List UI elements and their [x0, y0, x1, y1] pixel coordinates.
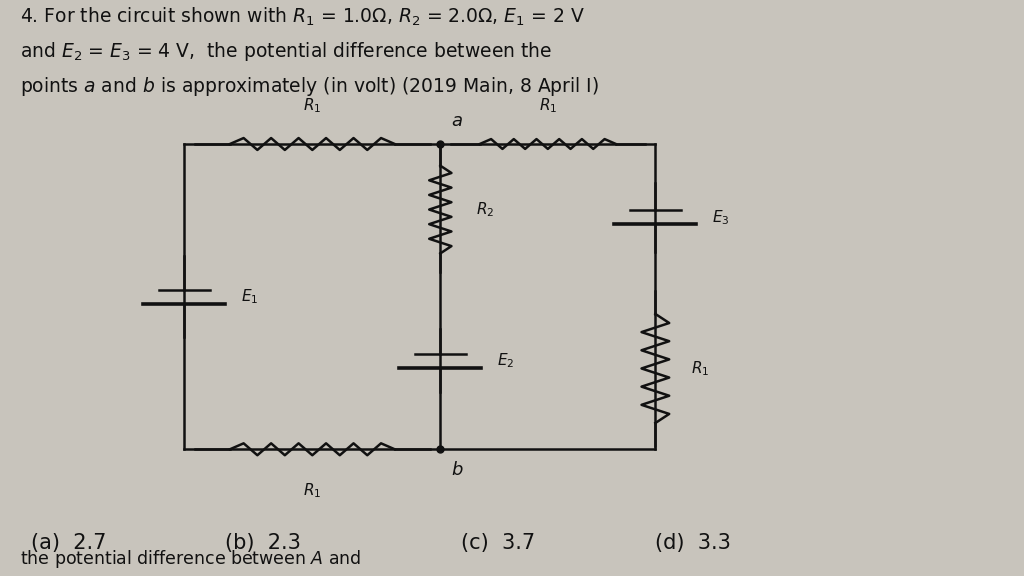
Text: (a)  2.7: (a) 2.7 — [31, 533, 106, 553]
Text: the potential difference between $A$ and: the potential difference between $A$ and — [20, 548, 361, 570]
Text: (d)  3.3: (d) 3.3 — [655, 533, 731, 553]
Text: $R_1$: $R_1$ — [303, 481, 322, 499]
Text: (b)  2.3: (b) 2.3 — [225, 533, 301, 553]
Text: $R_1$: $R_1$ — [539, 97, 557, 115]
Text: 4. For the circuit shown with $R_1$ = 1.0Ω, $R_2$ = 2.0Ω, $E_1$ = 2 V: 4. For the circuit shown with $R_1$ = 1.… — [20, 6, 585, 28]
Text: $E_3$: $E_3$ — [712, 208, 729, 226]
Text: $E_2$: $E_2$ — [497, 351, 514, 370]
Text: (c)  3.7: (c) 3.7 — [461, 533, 535, 553]
Text: $b$: $b$ — [451, 461, 463, 479]
Text: $E_1$: $E_1$ — [241, 287, 258, 306]
Text: $R_2$: $R_2$ — [476, 200, 495, 219]
Text: $R_1$: $R_1$ — [303, 97, 322, 115]
Text: $R_1$: $R_1$ — [691, 359, 710, 378]
Text: points $a$ and $b$ is approximately (in volt) (2019 Main, 8 April I): points $a$ and $b$ is approximately (in … — [20, 75, 599, 98]
Text: and $E_2$ = $E_3$ = 4 V,  the potential difference between the: and $E_2$ = $E_3$ = 4 V, the potential d… — [20, 40, 553, 63]
Text: $a$: $a$ — [451, 112, 463, 130]
